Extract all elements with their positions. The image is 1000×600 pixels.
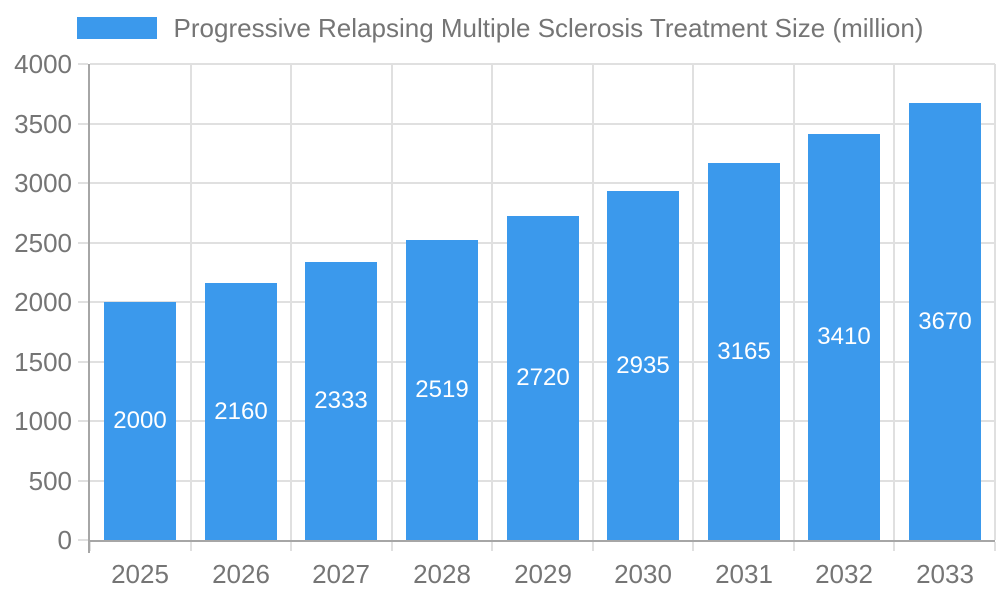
gridline-horizontal: [90, 63, 995, 65]
y-axis-tick-label: 1000: [14, 406, 72, 436]
gridline-horizontal: [90, 122, 995, 125]
x-axis-tick-label: 2026: [212, 559, 270, 589]
plot-area: 0 500 1000 1500 2000 2500 3000 3500 4000 2000 2025…: [14, 50, 996, 588]
x-axis-tick: [290, 542, 293, 551]
y-axis-tick: [78, 479, 88, 482]
bar-value-label: 3165: [717, 337, 771, 365]
y-axis-tick: [78, 63, 88, 65]
bar-2031[interactable]: 3165: [708, 163, 780, 540]
legend-label: Progressive Relapsing Multiple Sclerosis…: [173, 13, 924, 43]
y-axis-tick: [78, 301, 88, 303]
y-axis-tick-label: 500: [28, 465, 72, 496]
x-axis-tick: [893, 542, 896, 551]
x-axis-tick: [189, 542, 192, 551]
gridline-vertical: [290, 64, 293, 540]
x-axis-tick: [994, 542, 996, 551]
gridline-vertical: [994, 64, 996, 540]
gridline-vertical: [591, 64, 594, 540]
x-axis-tick-label: 2032: [815, 559, 873, 589]
y-axis-tick-label: 3500: [14, 108, 72, 139]
x-axis-tick-label: 2033: [916, 559, 974, 589]
bar-value-label: 2519: [415, 376, 469, 403]
bar-value-label: 2000: [113, 407, 167, 434]
y-axis-tick: [78, 360, 88, 363]
bar-2026[interactable]: 2160: [205, 283, 277, 540]
bar-2025[interactable]: 2000: [104, 302, 176, 540]
gridline-vertical: [893, 64, 896, 540]
x-axis-tick: [591, 542, 594, 551]
x-axis-tick-label: 2025: [111, 559, 169, 589]
gridline-horizontal: [90, 182, 995, 184]
x-axis-tick-label: 2028: [413, 559, 471, 589]
y-axis-tick-label: 0: [57, 525, 72, 555]
bar-value-label: 2720: [516, 364, 570, 391]
y-axis-tick-label: 2000: [14, 287, 72, 317]
x-axis-tick-label: 2031: [715, 559, 773, 589]
y-axis-tick: [78, 241, 88, 244]
y-axis-tick: [78, 182, 88, 184]
y-axis-tick: [78, 539, 88, 541]
y-axis-tick-label: 3000: [14, 168, 72, 198]
gridline-vertical: [792, 64, 795, 540]
x-axis-tick: [390, 542, 393, 551]
x-axis-tick: [89, 542, 91, 551]
y-axis-tick: [78, 122, 88, 125]
y-axis-tick-label: 4000: [14, 49, 72, 79]
x-axis-tick: [792, 542, 795, 551]
bar-value-label: 2935: [616, 351, 670, 379]
x-axis-tick-label: 2030: [614, 559, 672, 589]
bar-value-label: 3410: [817, 323, 871, 350]
bar-2029[interactable]: 2720: [507, 216, 579, 540]
bar-value-label: 2160: [214, 397, 268, 425]
x-axis-tick: [491, 542, 494, 551]
y-axis-tick-label: 2500: [14, 227, 72, 258]
bar-2030[interactable]: 2935: [607, 191, 679, 540]
gridline-vertical: [390, 64, 393, 540]
bar-value-label: 3670: [918, 307, 972, 335]
bar-2033[interactable]: 3670: [909, 103, 981, 540]
x-axis-tick-label: 2027: [312, 559, 370, 589]
y-axis-tick-label: 1500: [14, 346, 72, 377]
gridline-vertical: [692, 64, 695, 540]
bar-2032[interactable]: 3410: [808, 134, 880, 540]
y-axis-line-extension: [88, 540, 90, 553]
y-axis-tick: [78, 420, 88, 422]
gridline-vertical: [189, 64, 192, 540]
bar-2027[interactable]: 2333: [305, 262, 377, 540]
x-axis-tick: [692, 542, 695, 551]
x-axis-tick-label: 2029: [514, 559, 572, 589]
bar-value-label: 2333: [314, 387, 368, 414]
legend: Progressive Relapsing Multiple Sclerosis…: [0, 13, 1000, 43]
legend-item[interactable]: Progressive Relapsing Multiple Sclerosis…: [76, 13, 924, 43]
legend-swatch-icon: [76, 17, 157, 39]
bar-2028[interactable]: 2519: [406, 240, 478, 540]
gridline-vertical: [491, 64, 494, 540]
